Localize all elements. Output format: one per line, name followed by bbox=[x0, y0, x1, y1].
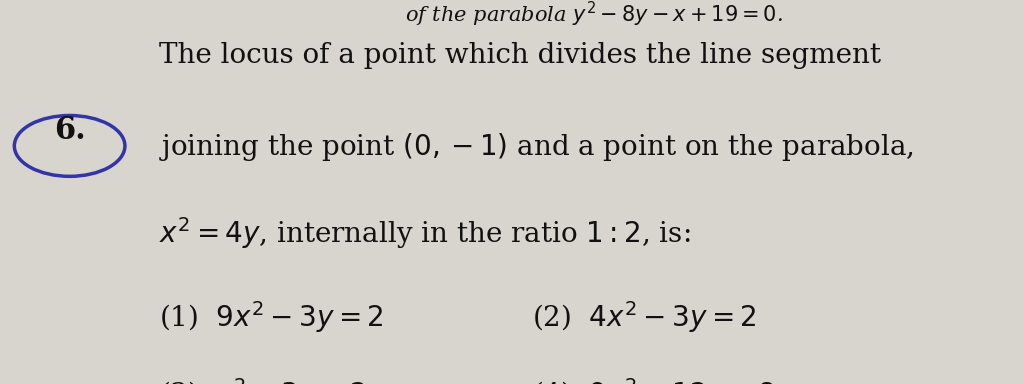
Text: The locus of a point which divides the line segment: The locus of a point which divides the l… bbox=[159, 42, 881, 69]
Text: of the parabola $y^2 - 8y - x + 19 = 0$.: of the parabola $y^2 - 8y - x + 19 = 0$. bbox=[404, 0, 783, 29]
Text: (1)  $9x^2 - 3y = 2$: (1) $9x^2 - 3y = 2$ bbox=[159, 300, 383, 335]
Text: joining the point $(0, -1)$ and a point on the parabola,: joining the point $(0, -1)$ and a point … bbox=[159, 131, 913, 162]
Text: (3)  $x^2 - 3y = 2$: (3) $x^2 - 3y = 2$ bbox=[159, 376, 366, 384]
Text: 6.: 6. bbox=[53, 115, 86, 146]
Text: (4)  $9x^2 - 12y = 8$: (4) $9x^2 - 12y = 8$ bbox=[532, 376, 775, 384]
Text: (2)  $4x^2 - 3y = 2$: (2) $4x^2 - 3y = 2$ bbox=[532, 300, 757, 335]
Text: $x^2 = 4y$, internally in the ratio $1:2$, is:: $x^2 = 4y$, internally in the ratio $1:2… bbox=[159, 215, 690, 251]
